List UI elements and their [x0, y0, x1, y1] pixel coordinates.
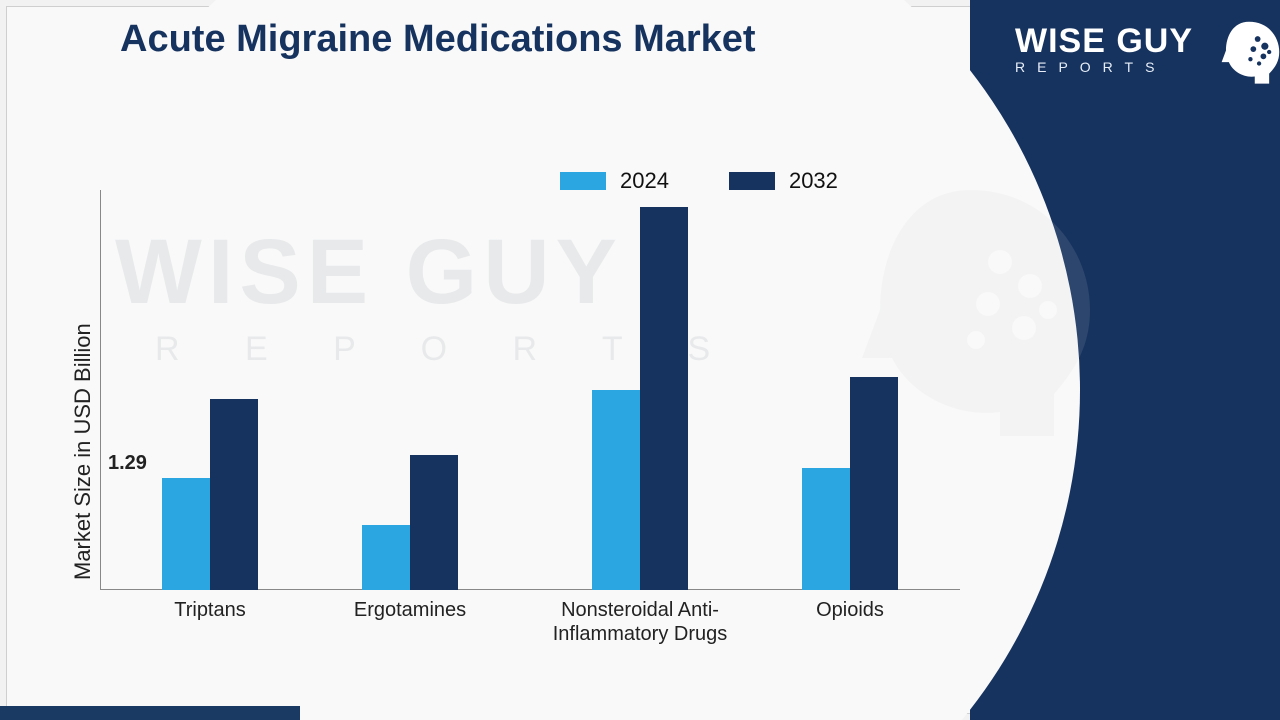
bar — [210, 399, 258, 590]
bar — [640, 207, 688, 590]
brand-head-icon — [1213, 16, 1280, 88]
bar — [162, 478, 210, 590]
bar-group — [592, 190, 688, 590]
category-label: Opioids — [750, 598, 950, 622]
y-axis-line — [100, 190, 101, 590]
brand-logo-main: WISE GUY — [1015, 22, 1193, 61]
chart-title: Acute Migraine Medications Market — [120, 18, 756, 61]
bar — [592, 390, 640, 590]
bar-group — [362, 190, 458, 590]
bar-group — [802, 190, 898, 590]
canvas: Acute Migraine Medications Market WISE G… — [0, 0, 1280, 720]
bar-group — [162, 190, 258, 590]
bottom-accent-bar — [0, 706, 300, 720]
bar — [850, 377, 898, 590]
category-label: Ergotamines — [310, 598, 510, 622]
legend-swatch — [560, 172, 606, 190]
category-label: Nonsteroidal Anti-Inflammatory Drugs — [540, 598, 740, 646]
bar — [410, 455, 458, 590]
bar-annotation: 1.29 — [108, 452, 147, 475]
chart-area — [100, 190, 960, 590]
brand-logo-sub: REPORTS — [1015, 59, 1193, 75]
bar — [802, 468, 850, 590]
bar — [362, 525, 410, 590]
category-label: Triptans — [110, 598, 310, 622]
brand-logo: WISE GUY REPORTS — [1015, 22, 1193, 75]
legend-swatch — [729, 172, 775, 190]
y-axis-label: Market Size in USD Billion — [70, 323, 96, 580]
